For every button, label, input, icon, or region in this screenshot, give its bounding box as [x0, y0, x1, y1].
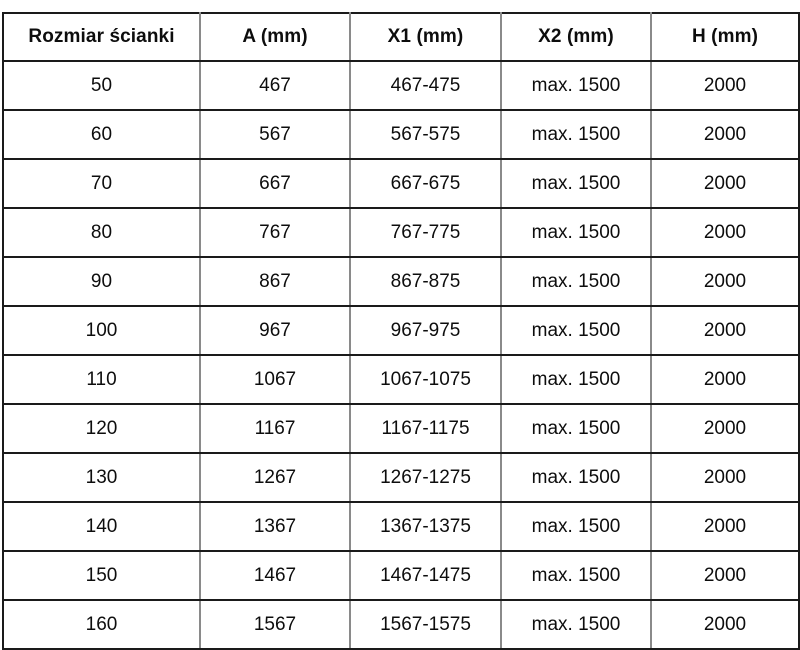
table-row: 70 667 667-675 max. 1500 2000 [2, 158, 800, 209]
cell-h: 2000 [650, 452, 800, 503]
table-row: 60 567 567-575 max. 1500 2000 [2, 109, 800, 160]
table-row: 130 1267 1267-1275 max. 1500 2000 [2, 452, 800, 503]
cell-a: 467 [199, 60, 351, 111]
table-row: 110 1067 1067-1075 max. 1500 2000 [2, 354, 800, 405]
column-header-x2: X2 (mm) [500, 12, 652, 62]
table-row: 160 1567 1567-1575 max. 1500 2000 [2, 599, 800, 650]
cell-h: 2000 [650, 550, 800, 601]
cell-h: 2000 [650, 305, 800, 356]
cell-a: 767 [199, 207, 351, 258]
cell-x1: 1067-1075 [349, 354, 502, 405]
cell-h: 2000 [650, 403, 800, 454]
cell-x1: 1267-1275 [349, 452, 502, 503]
cell-size: 100 [2, 305, 201, 356]
cell-a: 1167 [199, 403, 351, 454]
cell-size: 90 [2, 256, 201, 307]
table-header-row: Rozmiar ścianki A (mm) X1 (mm) X2 (mm) H (mm… [2, 12, 800, 62]
cell-size: 130 [2, 452, 201, 503]
cell-a: 1267 [199, 452, 351, 503]
cell-a: 867 [199, 256, 351, 307]
cell-x2: max. 1500 [500, 599, 652, 650]
cell-x1: 1367-1375 [349, 501, 502, 552]
cell-x1: 1167-1175 [349, 403, 502, 454]
spec-table-wrapper: Rozmiar ścianki A (mm) X1 (mm) X2 (mm) H (mm… [2, 12, 800, 650]
cell-h: 2000 [650, 109, 800, 160]
table-row: 100 967 967-975 max. 1500 2000 [2, 305, 800, 356]
table-row: 90 867 867-875 max. 1500 2000 [2, 256, 800, 307]
cell-size: 140 [2, 501, 201, 552]
cell-h: 2000 [650, 158, 800, 209]
cell-size: 150 [2, 550, 201, 601]
cell-x2: max. 1500 [500, 109, 652, 160]
cell-h: 2000 [650, 256, 800, 307]
cell-x1: 1567-1575 [349, 599, 502, 650]
cell-size: 110 [2, 354, 201, 405]
cell-h: 2000 [650, 207, 800, 258]
cell-x2: max. 1500 [500, 403, 652, 454]
cell-a: 1467 [199, 550, 351, 601]
cell-x1: 667-675 [349, 158, 502, 209]
cell-size: 80 [2, 207, 201, 258]
table-row: 50 467 467-475 max. 1500 2000 [2, 60, 800, 111]
cell-x2: max. 1500 [500, 305, 652, 356]
cell-x1: 1467-1475 [349, 550, 502, 601]
column-header-a: A (mm) [199, 12, 351, 62]
cell-x2: max. 1500 [500, 501, 652, 552]
table-body: 50 467 467-475 max. 1500 2000 60 567 567-575 max… [2, 60, 800, 650]
cell-size: 160 [2, 599, 201, 650]
table-row: 140 1367 1367-1375 max. 1500 2000 [2, 501, 800, 552]
cell-a: 567 [199, 109, 351, 160]
table-row: 150 1467 1467-1475 max. 1500 2000 [2, 550, 800, 601]
cell-x2: max. 1500 [500, 60, 652, 111]
cell-size: 120 [2, 403, 201, 454]
cell-size: 60 [2, 109, 201, 160]
cell-a: 1567 [199, 599, 351, 650]
column-header-x1: X1 (mm) [349, 12, 502, 62]
cell-size: 70 [2, 158, 201, 209]
column-header-h: H (mm) [650, 12, 800, 62]
table-row: 80 767 767-775 max. 1500 2000 [2, 207, 800, 258]
cell-h: 2000 [650, 599, 800, 650]
table-header: Rozmiar ścianki A (mm) X1 (mm) X2 (mm) H (mm… [2, 12, 800, 62]
table-row: 120 1167 1167-1175 max. 1500 2000 [2, 403, 800, 454]
cell-x2: max. 1500 [500, 354, 652, 405]
cell-x2: max. 1500 [500, 207, 652, 258]
cell-x1: 567-575 [349, 109, 502, 160]
cell-h: 2000 [650, 501, 800, 552]
column-header-size: Rozmiar ścianki [2, 12, 201, 62]
cell-a: 667 [199, 158, 351, 209]
cell-h: 2000 [650, 354, 800, 405]
specification-table: Rozmiar ścianki A (mm) X1 (mm) X2 (mm) H (mm… [2, 12, 800, 650]
cell-x2: max. 1500 [500, 452, 652, 503]
cell-x1: 867-875 [349, 256, 502, 307]
cell-x1: 767-775 [349, 207, 502, 258]
cell-a: 1367 [199, 501, 351, 552]
cell-h: 2000 [650, 60, 800, 111]
cell-size: 50 [2, 60, 201, 111]
cell-x2: max. 1500 [500, 550, 652, 601]
cell-x2: max. 1500 [500, 256, 652, 307]
cell-x2: max. 1500 [500, 158, 652, 209]
cell-x1: 467-475 [349, 60, 502, 111]
cell-a: 967 [199, 305, 351, 356]
cell-a: 1067 [199, 354, 351, 405]
cell-x1: 967-975 [349, 305, 502, 356]
